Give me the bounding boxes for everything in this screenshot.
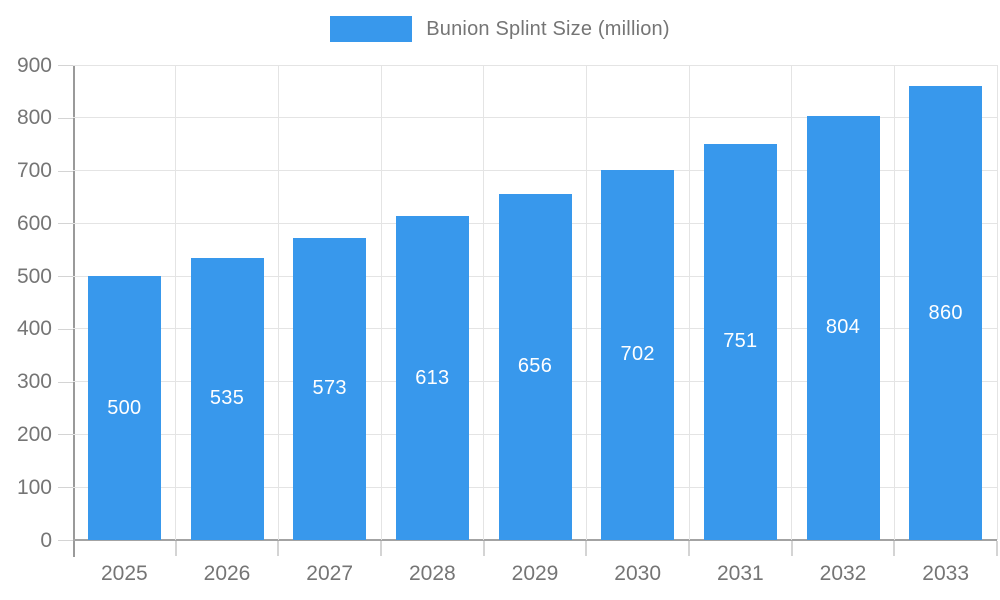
y-axis-label-100: 100 xyxy=(16,475,52,499)
x-tick-5 xyxy=(585,541,588,556)
bar-value-label-2026: 535 xyxy=(209,387,245,410)
bar-value-label-2029: 656 xyxy=(517,355,553,378)
x-tick-1 xyxy=(174,541,177,556)
x-axis-label-2028: 2028 xyxy=(408,562,456,585)
y-axis-label-400: 400 xyxy=(16,317,52,341)
bar-2032[interactable]: 804 xyxy=(806,115,880,540)
gridline-v-6 xyxy=(688,65,690,540)
gridline-h-900 xyxy=(73,64,997,66)
x-axis-label-2033: 2033 xyxy=(922,562,970,585)
bar-2026[interactable]: 535 xyxy=(190,257,264,540)
gridline-v-8 xyxy=(893,65,895,540)
legend-swatch[interactable] xyxy=(330,16,413,42)
bar-value-label-2027: 573 xyxy=(312,377,347,400)
gridline-h-700 xyxy=(73,170,997,172)
y-axis-label-600: 600 xyxy=(16,211,52,235)
x-axis-label-2031: 2031 xyxy=(716,562,764,585)
x-axis-label-2032: 2032 xyxy=(819,562,867,585)
x-tick-9 xyxy=(996,541,998,556)
y-axis-label-500: 500 xyxy=(16,264,52,288)
x-axis-label-2026: 2026 xyxy=(203,562,251,585)
y-tick-700 xyxy=(58,170,73,172)
y-axis-label-700: 700 xyxy=(16,159,52,183)
bar-2033[interactable]: 860 xyxy=(909,86,983,540)
x-tick-4 xyxy=(482,541,485,556)
y-axis-label-800: 800 xyxy=(16,106,52,130)
bar-value-label-2031: 751 xyxy=(723,330,758,353)
x-axis-label-2027: 2027 xyxy=(306,562,354,585)
gridline-v-9 xyxy=(996,65,998,540)
gridline-v-5 xyxy=(585,65,587,540)
y-axis-line xyxy=(73,65,75,557)
bar-value-label-2025: 500 xyxy=(107,396,142,419)
y-tick-800 xyxy=(58,117,73,119)
chart-legend: Bunion Splint Size (million) xyxy=(0,16,1000,42)
bar-2031[interactable]: 751 xyxy=(703,143,777,540)
x-axis-label-2029: 2029 xyxy=(511,562,559,585)
x-axis-line xyxy=(73,539,997,541)
bar-2028[interactable]: 613 xyxy=(395,216,469,540)
y-tick-900 xyxy=(58,65,73,66)
y-tick-500 xyxy=(58,276,73,278)
bar-value-label-2030: 702 xyxy=(620,343,655,366)
x-tick-7 xyxy=(790,541,793,556)
y-tick-100 xyxy=(58,487,73,489)
gridline-v-7 xyxy=(791,65,793,540)
gridline-v-2 xyxy=(277,65,279,540)
y-axis-label-200: 200 xyxy=(16,422,52,446)
x-tick-8 xyxy=(893,541,896,556)
gridline-v-1 xyxy=(175,65,177,540)
gridline-h-800 xyxy=(73,117,997,119)
legend-label[interactable]: Bunion Splint Size (million) xyxy=(426,17,670,40)
bar-value-label-2028: 613 xyxy=(415,366,450,389)
y-tick-0 xyxy=(58,540,73,541)
bar-2027[interactable]: 573 xyxy=(293,237,367,540)
y-axis-label-900: 900 xyxy=(16,53,52,77)
y-tick-400 xyxy=(58,328,73,330)
plot-area: 500 535 573 613 656 702 751 804 860 xyxy=(73,64,998,540)
x-axis-label-2025: 2025 xyxy=(100,562,148,585)
y-tick-600 xyxy=(58,223,73,225)
y-axis-label-0: 0 xyxy=(40,528,52,552)
gridline-v-3 xyxy=(380,65,382,540)
x-axis-label-2030: 2030 xyxy=(614,562,662,585)
bar-value-label-2033: 860 xyxy=(928,301,963,324)
x-tick-3 xyxy=(380,541,382,556)
y-axis-label-300: 300 xyxy=(16,370,52,394)
gridline-v-4 xyxy=(483,65,485,540)
bar-2030[interactable]: 702 xyxy=(601,169,675,540)
y-tick-300 xyxy=(58,381,73,383)
bar-2029[interactable]: 656 xyxy=(498,193,572,540)
bar-2025[interactable]: 500 xyxy=(87,276,161,540)
bar-value-label-2032: 804 xyxy=(825,316,861,339)
x-tick-6 xyxy=(688,541,690,556)
x-tick-2 xyxy=(277,541,280,556)
y-tick-200 xyxy=(58,434,73,436)
